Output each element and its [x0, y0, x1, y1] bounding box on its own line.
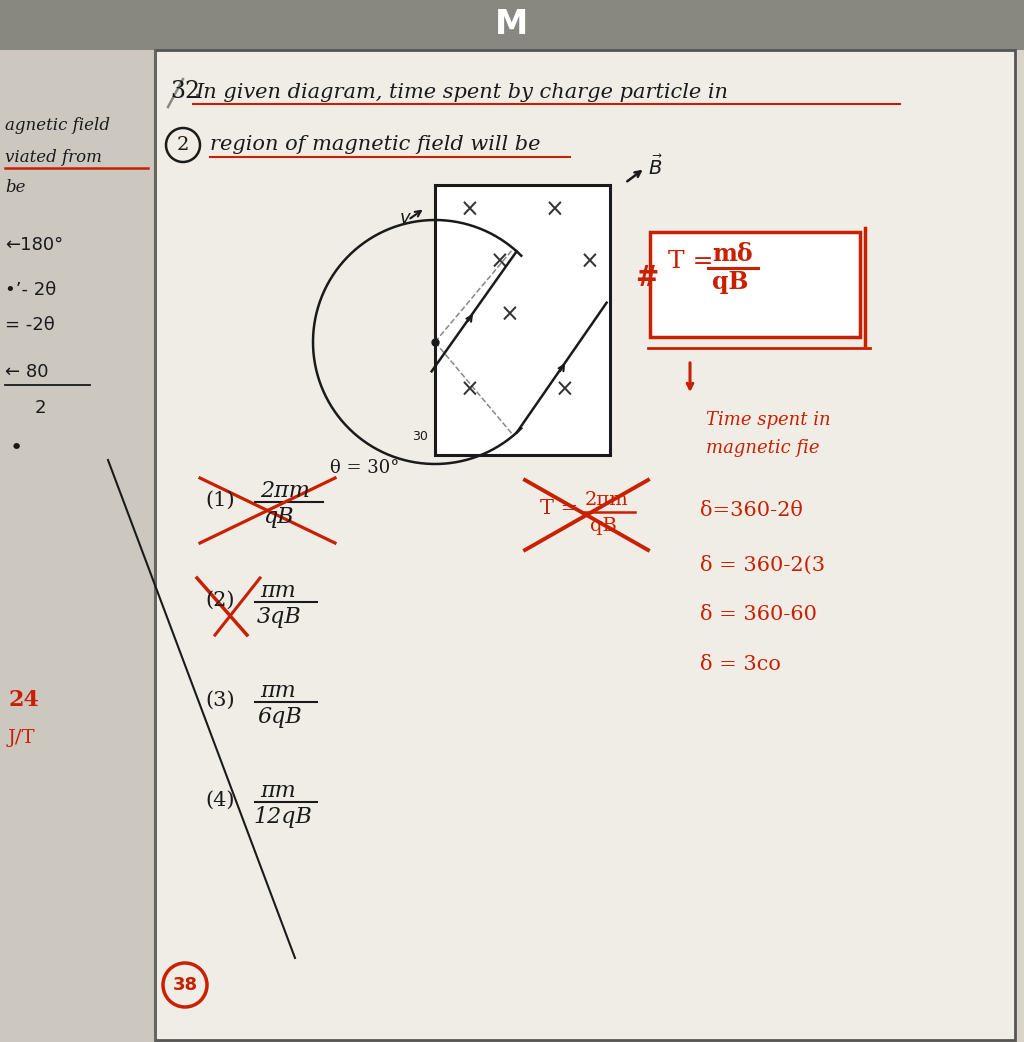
Bar: [0, 0, 1024, 50]
Text: 2πm: 2πm: [585, 491, 629, 508]
Text: 6qB: 6qB: [257, 706, 302, 728]
Bar: [650, 232, 860, 337]
Text: 38: 38: [172, 976, 198, 994]
Text: 2: 2: [177, 137, 189, 154]
Text: viated from: viated from: [5, 149, 101, 167]
Text: πm: πm: [260, 580, 296, 602]
Text: •’- 2θ: •’- 2θ: [5, 281, 56, 299]
Text: δ = 360-60: δ = 360-60: [700, 605, 817, 624]
Text: 2πm: 2πm: [260, 480, 310, 502]
Text: (1): (1): [205, 491, 234, 510]
Text: #: #: [635, 264, 658, 292]
Text: δ=360-2θ: δ=360-2θ: [700, 500, 803, 520]
Text: ×: ×: [460, 378, 480, 402]
Text: region of magnetic field will be: region of magnetic field will be: [210, 135, 541, 154]
Text: 30: 30: [412, 430, 428, 444]
Text: (4): (4): [205, 791, 234, 810]
Text: ← 80: ← 80: [5, 363, 48, 381]
Text: (2): (2): [205, 591, 234, 610]
Text: T =: T =: [668, 249, 714, 273]
Text: 24: 24: [8, 689, 39, 711]
Text: qB: qB: [590, 517, 616, 535]
Text: qB: qB: [712, 270, 749, 294]
Text: ←180°: ←180°: [5, 235, 63, 254]
Text: agnetic field: agnetic field: [5, 117, 110, 133]
Text: magnetic fie: magnetic fie: [706, 439, 819, 457]
Text: δ = 3co: δ = 3co: [700, 655, 781, 674]
Text: v: v: [400, 209, 411, 227]
Text: ×: ×: [500, 303, 520, 327]
Text: θ = 30°: θ = 30°: [330, 458, 399, 477]
Text: ×: ×: [460, 198, 480, 222]
Text: mδ: mδ: [712, 242, 753, 266]
Text: δ = 360-2(3: δ = 360-2(3: [700, 555, 825, 574]
Text: 32: 32: [170, 80, 200, 103]
Text: πm: πm: [260, 680, 296, 702]
Text: ×: ×: [581, 250, 600, 274]
Text: (3): (3): [205, 691, 234, 710]
Text: = -2θ: = -2θ: [5, 316, 54, 334]
Text: $\vec{B}$: $\vec{B}$: [648, 155, 663, 179]
Text: ×: ×: [555, 378, 574, 402]
Text: πm: πm: [260, 780, 296, 802]
Text: M: M: [496, 8, 528, 42]
Text: ×: ×: [545, 198, 565, 222]
Bar: [155, 50, 1015, 1040]
Text: ×: ×: [490, 250, 510, 274]
Text: •: •: [10, 438, 24, 458]
Text: T =: T =: [540, 498, 579, 518]
Text: 2: 2: [35, 399, 46, 417]
Text: 3qB: 3qB: [257, 606, 302, 628]
Text: be: be: [5, 179, 26, 197]
Bar: [0, 50, 155, 1042]
Text: 12qB: 12qB: [253, 807, 312, 828]
Text: qB: qB: [263, 506, 294, 528]
Text: In given diagram, time spent by charge particle in: In given diagram, time spent by charge p…: [195, 82, 728, 101]
Bar: [435, 185, 610, 455]
Text: J/T: J/T: [8, 729, 36, 747]
Text: Time spent in: Time spent in: [706, 411, 830, 429]
